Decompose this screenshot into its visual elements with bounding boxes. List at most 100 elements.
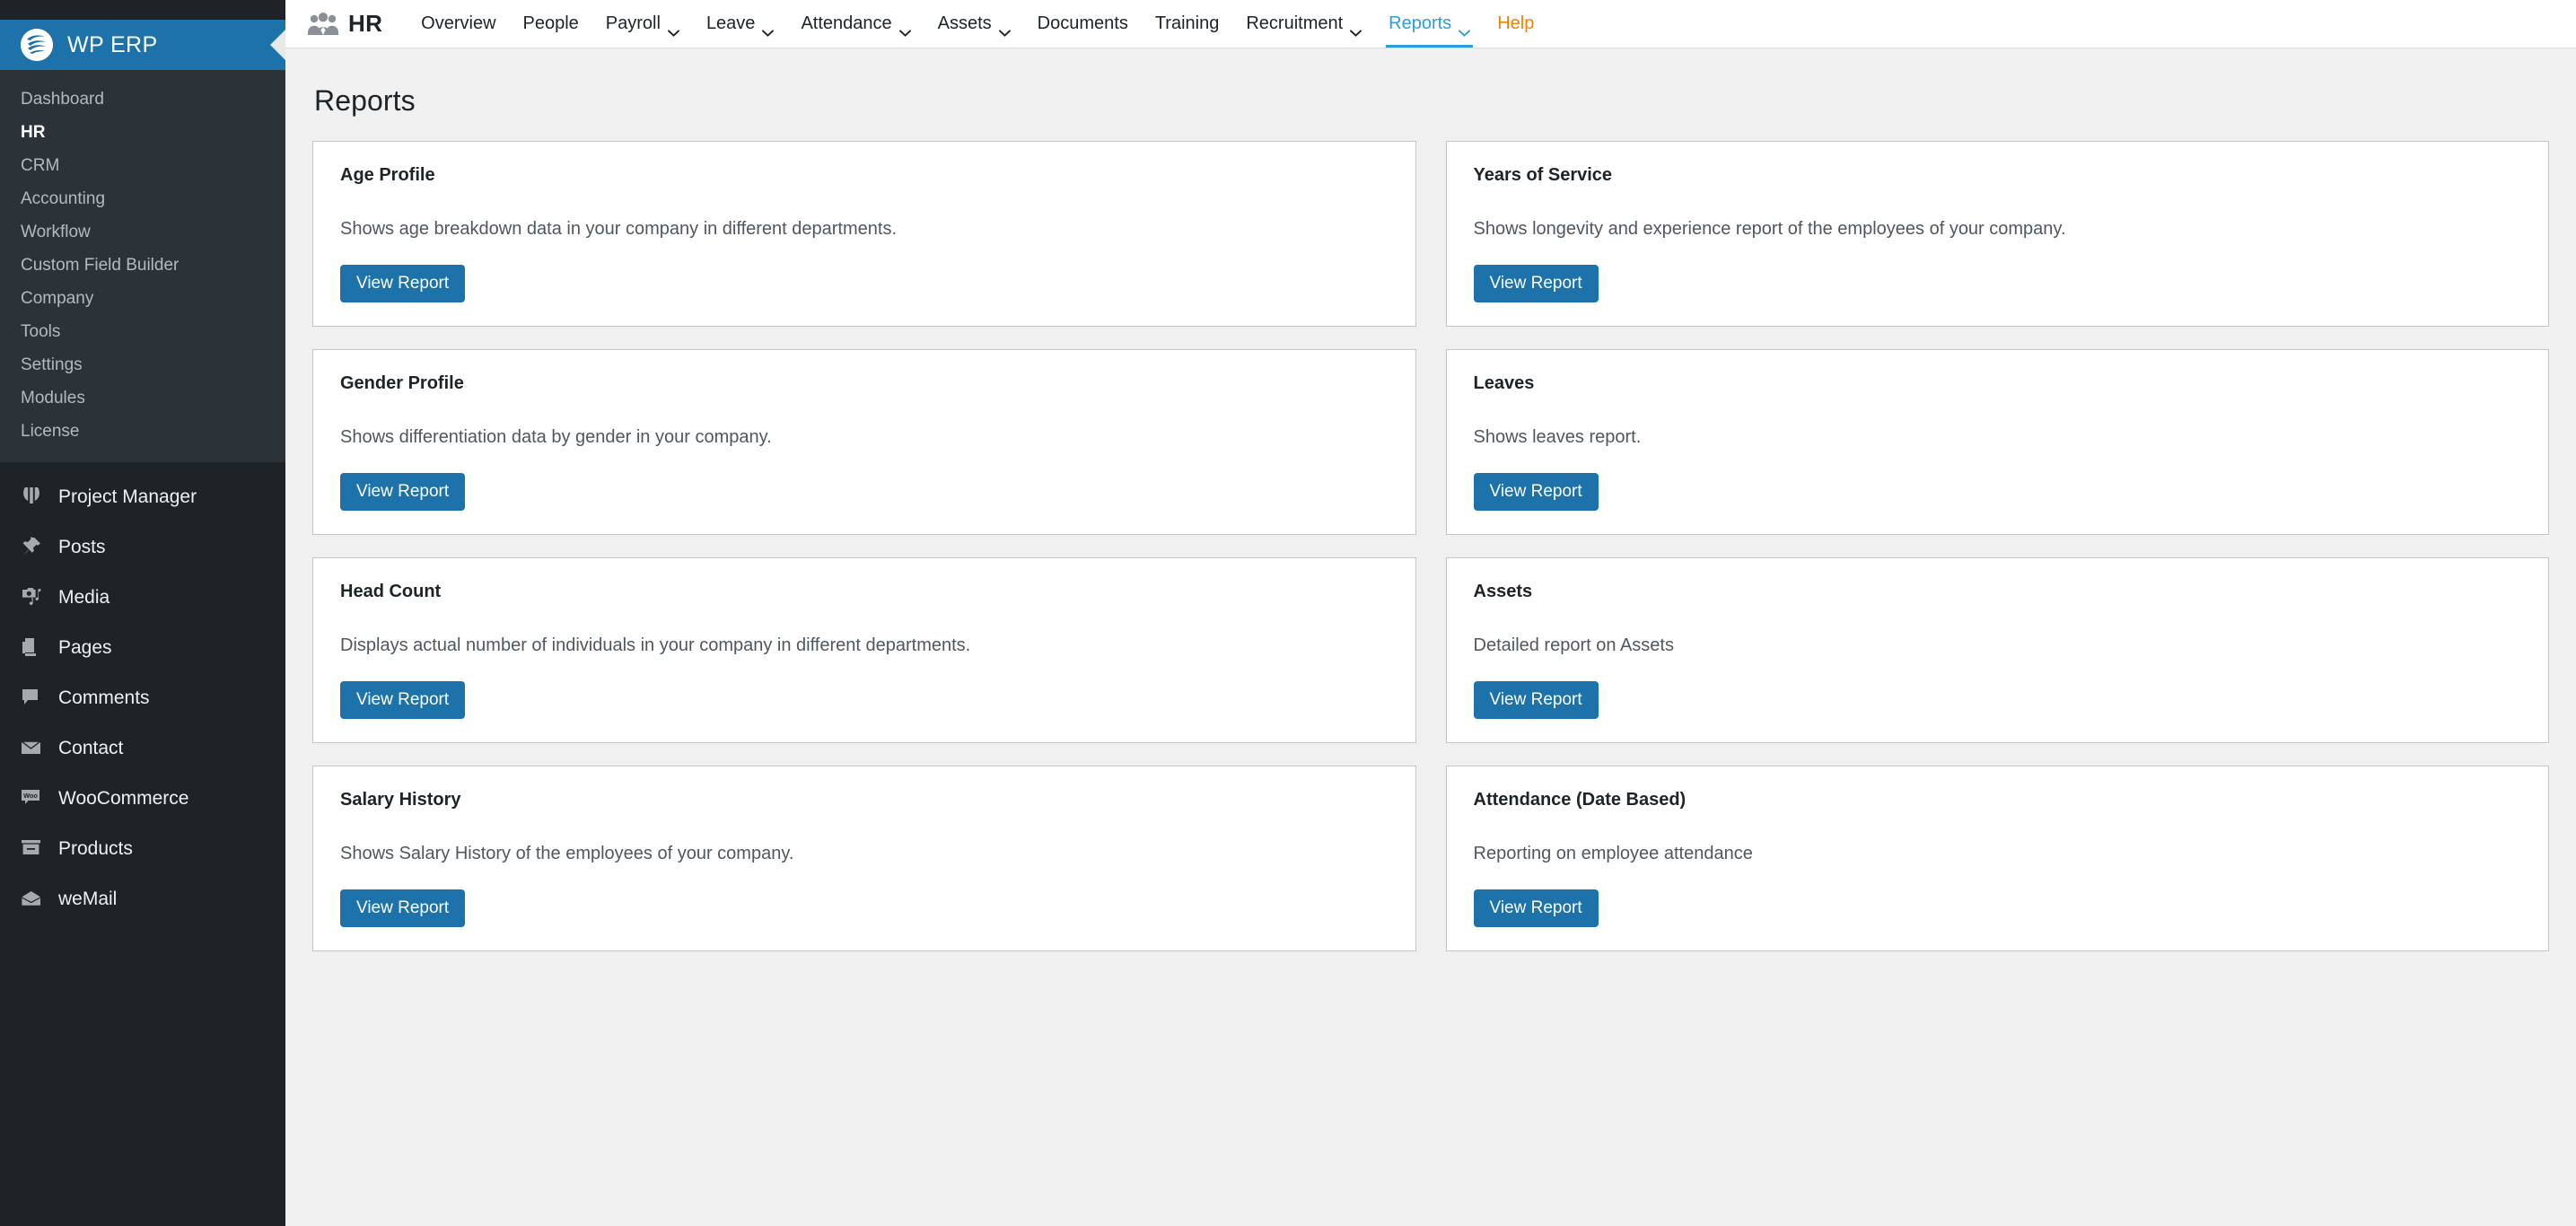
view-report-button[interactable]: View Report bbox=[340, 681, 466, 719]
sidebar-item-label: Products bbox=[58, 838, 133, 859]
hr-module-navbar: HR Overview People Payroll Leave Attendance A… bbox=[285, 0, 2576, 48]
report-card-description: Reporting on employee attendance bbox=[1473, 844, 1753, 863]
sidebar-erp-item-settings[interactable]: Settings bbox=[21, 355, 83, 374]
report-card: Assets Detailed report on Assets View Repo… bbox=[1445, 557, 2549, 743]
page-title: Reports bbox=[314, 84, 416, 117]
hr-nav-label: People bbox=[522, 13, 579, 33]
people-group-icon bbox=[307, 12, 339, 36]
hr-nav-reports[interactable]: Reports bbox=[1375, 0, 1484, 48]
report-card-title: Leaves bbox=[1473, 373, 1535, 393]
hr-nav-people[interactable]: People bbox=[510, 0, 592, 48]
sidebar-item-label: Media bbox=[58, 587, 110, 608]
view-report-button[interactable]: View Report bbox=[1473, 681, 1599, 719]
sidebar-erp-item-accounting[interactable]: Accounting bbox=[21, 189, 106, 208]
report-card-title: Gender Profile bbox=[340, 373, 464, 393]
report-card: Head Count Displays actual number of indi… bbox=[312, 557, 1416, 743]
wp-admin-sidebar: WP ERP Dashboard HR CRM Accounting Workflow C… bbox=[0, 0, 285, 1226]
hr-nav-recruitment[interactable]: Recruitment bbox=[1232, 0, 1375, 48]
report-card-description: Shows differentiation data by gender in … bbox=[340, 427, 772, 447]
collapse-left-arrow-icon[interactable] bbox=[270, 30, 285, 60]
report-card: Age Profile Shows age breakdown data in y… bbox=[312, 141, 1416, 327]
hr-nav-label: Reports bbox=[1389, 13, 1452, 33]
sidebar-item-wemail[interactable]: weMail bbox=[0, 873, 285, 924]
sidebar-erp-item-custom-field-builder[interactable]: Custom Field Builder bbox=[21, 256, 180, 275]
report-card-title: Age Profile bbox=[340, 165, 435, 185]
sidebar-item-comments[interactable]: Comments bbox=[0, 672, 285, 722]
chevron-down-icon bbox=[998, 22, 1011, 37]
sidebar-erp-item-modules[interactable]: Modules bbox=[21, 389, 85, 407]
report-card-title: Years of Service bbox=[1473, 165, 1613, 185]
sidebar-item-pages[interactable]: Pages bbox=[0, 622, 285, 672]
svg-text:Woo: Woo bbox=[23, 792, 38, 800]
hr-nav-assets[interactable]: Assets bbox=[924, 0, 1024, 48]
hr-nav-overview[interactable]: Overview bbox=[407, 0, 509, 48]
view-report-button[interactable]: View Report bbox=[340, 265, 466, 302]
view-report-button[interactable]: View Report bbox=[1473, 889, 1599, 927]
sidebar-item-label: Pages bbox=[58, 637, 112, 658]
chevron-down-icon bbox=[762, 22, 775, 37]
sidebar-item-media[interactable]: Media bbox=[0, 572, 285, 622]
hr-nav-payroll[interactable]: Payroll bbox=[592, 0, 693, 48]
sidebar-item-products[interactable]: Products bbox=[0, 823, 285, 873]
pushpin-icon bbox=[16, 533, 47, 560]
comment-bubble-icon bbox=[16, 684, 47, 711]
report-card: Attendance (Date Based) Reporting on empl… bbox=[1445, 766, 2549, 951]
view-report-button[interactable]: View Report bbox=[340, 889, 466, 927]
wperp-brand-label: WP ERP bbox=[67, 31, 158, 57]
view-report-button[interactable]: View Report bbox=[1473, 265, 1599, 302]
sidebar-item-project-manager[interactable]: Project Manager bbox=[0, 471, 285, 521]
report-card-description: Shows longevity and experience report of… bbox=[1473, 219, 2066, 239]
sidebar-item-posts[interactable]: Posts bbox=[0, 521, 285, 572]
sidebar-erp-item-dashboard[interactable]: Dashboard bbox=[21, 90, 104, 109]
wperp-logo-icon bbox=[21, 29, 53, 61]
sidebar-erp-item-workflow[interactable]: Workflow bbox=[21, 223, 91, 241]
report-card-title: Assets bbox=[1473, 582, 1533, 601]
products-box-icon bbox=[16, 835, 47, 862]
wemail-envelope-icon bbox=[16, 885, 47, 912]
wperp-submenu: Dashboard HR CRM Accounting Workflow Custom F… bbox=[0, 70, 285, 462]
report-card-description: Detailed report on Assets bbox=[1473, 635, 1674, 655]
woocommerce-icon: Woo bbox=[16, 784, 47, 811]
sidebar-erp-item-license[interactable]: License bbox=[21, 422, 80, 441]
sidebar-erp-item-hr[interactable]: HR bbox=[21, 123, 46, 142]
envelope-icon bbox=[16, 734, 47, 761]
sidebar-erp-item-company[interactable]: Company bbox=[21, 289, 94, 308]
sidebar-item-label: Posts bbox=[58, 537, 106, 557]
pages-icon bbox=[16, 634, 47, 661]
wperp-brand-header[interactable]: WP ERP bbox=[0, 20, 285, 70]
hr-nav-label: Recruitment bbox=[1246, 13, 1344, 33]
report-card: Leaves Shows leaves report. View Report bbox=[1445, 349, 2549, 535]
report-card-title: Salary History bbox=[340, 790, 461, 810]
sidebar-item-contact[interactable]: Contact bbox=[0, 722, 285, 773]
report-cards-grid: Age Profile Shows age breakdown data in y… bbox=[312, 141, 2549, 951]
chevron-down-icon bbox=[1350, 22, 1362, 37]
view-report-button[interactable]: View Report bbox=[340, 473, 466, 511]
chevron-down-icon bbox=[898, 22, 911, 37]
media-camera-music-icon bbox=[16, 583, 47, 610]
hr-module-brand: HR bbox=[307, 10, 382, 38]
sidebar-top-strip bbox=[0, 0, 285, 20]
sidebar-item-label: weMail bbox=[58, 889, 118, 909]
hr-nav-label: Documents bbox=[1037, 13, 1128, 33]
hr-nav-help[interactable]: Help bbox=[1484, 0, 1547, 48]
sidebar-erp-item-crm[interactable]: CRM bbox=[21, 156, 60, 175]
hr-nav-leave[interactable]: Leave bbox=[693, 0, 788, 48]
hr-nav-label: Training bbox=[1154, 13, 1220, 33]
hr-nav-label: Leave bbox=[705, 13, 756, 33]
report-card: Years of Service Shows longevity and expe… bbox=[1445, 141, 2549, 327]
sidebar-item-label: WooCommerce bbox=[58, 788, 189, 809]
view-report-button[interactable]: View Report bbox=[1473, 473, 1599, 511]
report-card: Salary History Shows Salary History of th… bbox=[312, 766, 1416, 951]
sidebar-item-woocommerce[interactable]: Woo WooCommerce bbox=[0, 773, 285, 823]
hr-nav-training[interactable]: Training bbox=[1142, 0, 1233, 48]
hr-nav-documents[interactable]: Documents bbox=[1024, 0, 1142, 48]
hr-nav-label: Payroll bbox=[605, 13, 661, 33]
sidebar-erp-item-tools[interactable]: Tools bbox=[21, 322, 61, 341]
hr-nav-attendance[interactable]: Attendance bbox=[787, 0, 924, 48]
hr-nav-label: Attendance bbox=[801, 13, 892, 33]
chevron-down-icon bbox=[667, 22, 679, 37]
sidebar-item-label: Comments bbox=[58, 687, 150, 708]
project-manager-icon bbox=[16, 483, 47, 510]
hr-nav-label: Assets bbox=[937, 13, 992, 33]
